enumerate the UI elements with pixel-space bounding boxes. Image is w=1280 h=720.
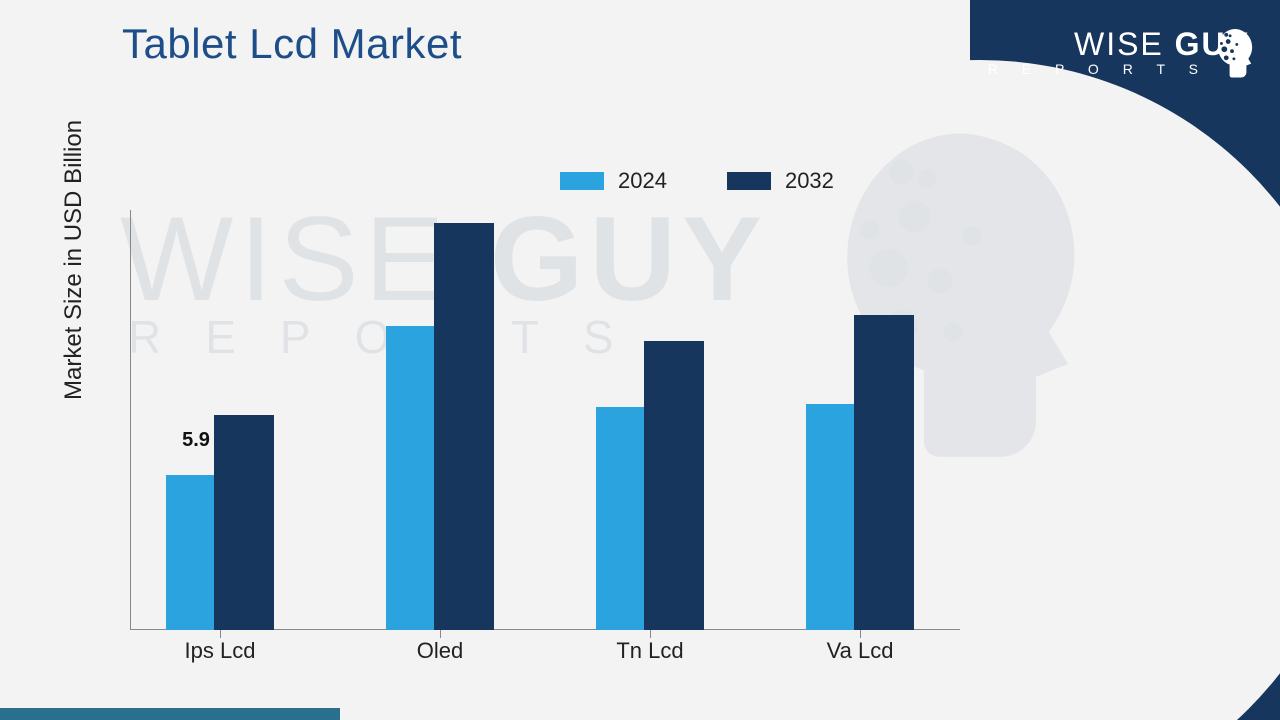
x-category-label: Ips Lcd [185,638,256,664]
bottom-accent-bar [0,708,340,720]
chart-title: Tablet Lcd Market [122,20,462,68]
bar-2032-va-lcd [854,315,914,630]
chart-card: WISE GUY REPORTS Tablet Lcd Market WISE … [0,0,1280,720]
legend-swatch-2024 [560,172,604,190]
bar-2032-oled [434,223,494,630]
logo-reports: R E P O R T S [988,61,1208,77]
logo-wise: WISE [1074,26,1175,62]
legend-item-2024: 2024 [560,168,667,194]
bar-2032-ips-lcd [214,415,274,630]
logo-head-icon [1208,26,1256,82]
x-category-label: Va Lcd [827,638,894,664]
x-tick [650,630,651,638]
x-tick [860,630,861,638]
x-category-label: Tn Lcd [616,638,683,664]
legend-label-2024: 2024 [618,168,667,194]
y-axis-label: Market Size in USD Billion [60,120,88,400]
bar-2032-tn-lcd [644,341,704,630]
x-tick [440,630,441,638]
legend-item-2032: 2032 [727,168,834,194]
legend-swatch-2032 [727,172,771,190]
x-tick [220,630,221,638]
legend-label-2032: 2032 [785,168,834,194]
bar-value-label: 5.9 [182,429,210,452]
x-category-label: Oled [417,638,463,664]
chart-plot: Ips LcdOledTn LcdVa Lcd5.9 [130,210,960,630]
brand-logo: WISE GUY R E P O R T S [988,26,1250,77]
legend: 2024 2032 [560,168,834,194]
y-axis-line [130,210,131,630]
